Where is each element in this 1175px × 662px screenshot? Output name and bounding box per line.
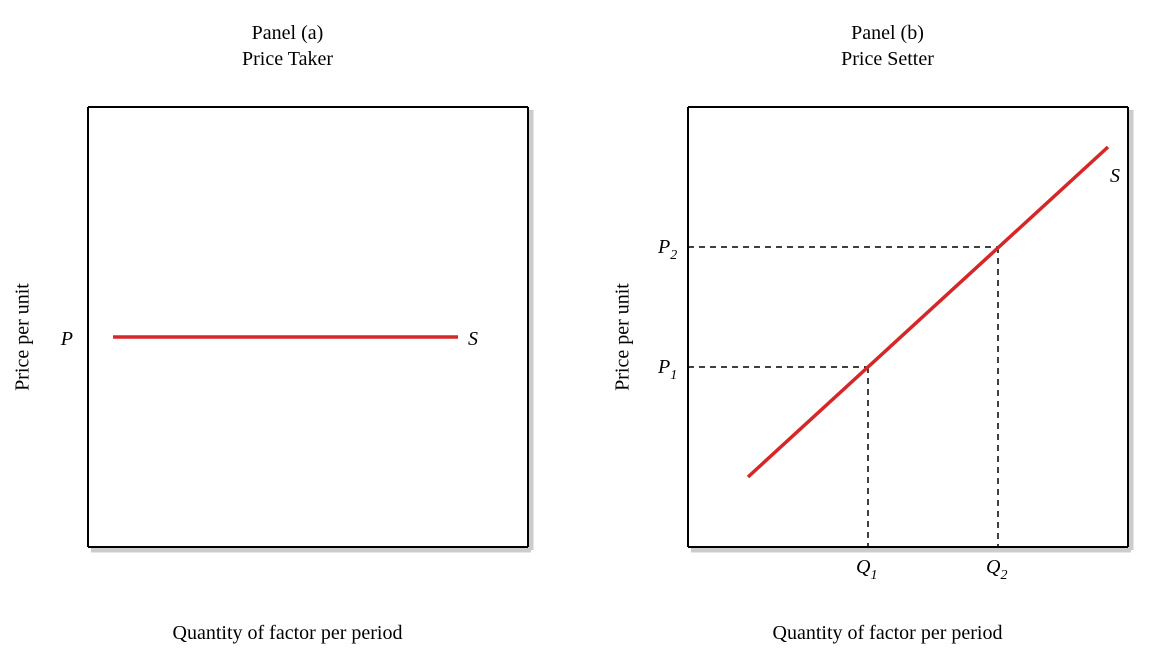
- panel-b-q1-label: Q1: [856, 556, 877, 583]
- panel-b-p2-label: P2: [657, 236, 677, 263]
- panel-b-s-label: S: [1110, 165, 1120, 187]
- panel-a-p-label: P: [59, 328, 72, 350]
- panel-b-titles: Panel (b) Price Setter: [628, 20, 1148, 72]
- panel-b-q2-label: Q2: [986, 556, 1007, 583]
- panel-a-svg: PS: [28, 87, 548, 587]
- panel-b-title2: Price Setter: [628, 46, 1148, 72]
- panel-a-title2: Price Taker: [28, 46, 548, 72]
- panel-a-chart: Price per unit PS: [28, 87, 548, 587]
- panel-a-s-label: S: [468, 328, 478, 350]
- panel-a: Panel (a) Price Taker Price per unit PS …: [28, 20, 548, 645]
- panel-a-xlabel: Quantity of factor per period: [28, 622, 548, 645]
- panel-a-titles: Panel (a) Price Taker: [28, 20, 548, 72]
- panel-b: Panel (b) Price Setter Price per unit P1…: [628, 20, 1148, 645]
- panel-b-xlabel: Quantity of factor per period: [628, 622, 1148, 645]
- panel-b-p1-label: P1: [657, 356, 677, 383]
- panel-a-ylabel: Price per unit: [11, 283, 34, 391]
- panel-a-title1: Panel (a): [28, 20, 548, 46]
- panel-b-svg: P1 P2 Q1 Q2 S: [628, 87, 1148, 587]
- panel-b-title1: Panel (b): [628, 20, 1148, 46]
- panel-b-chart: Price per unit P1P2Q1Q2S: [628, 87, 1148, 587]
- panel-b-ylabel: Price per unit: [611, 283, 634, 391]
